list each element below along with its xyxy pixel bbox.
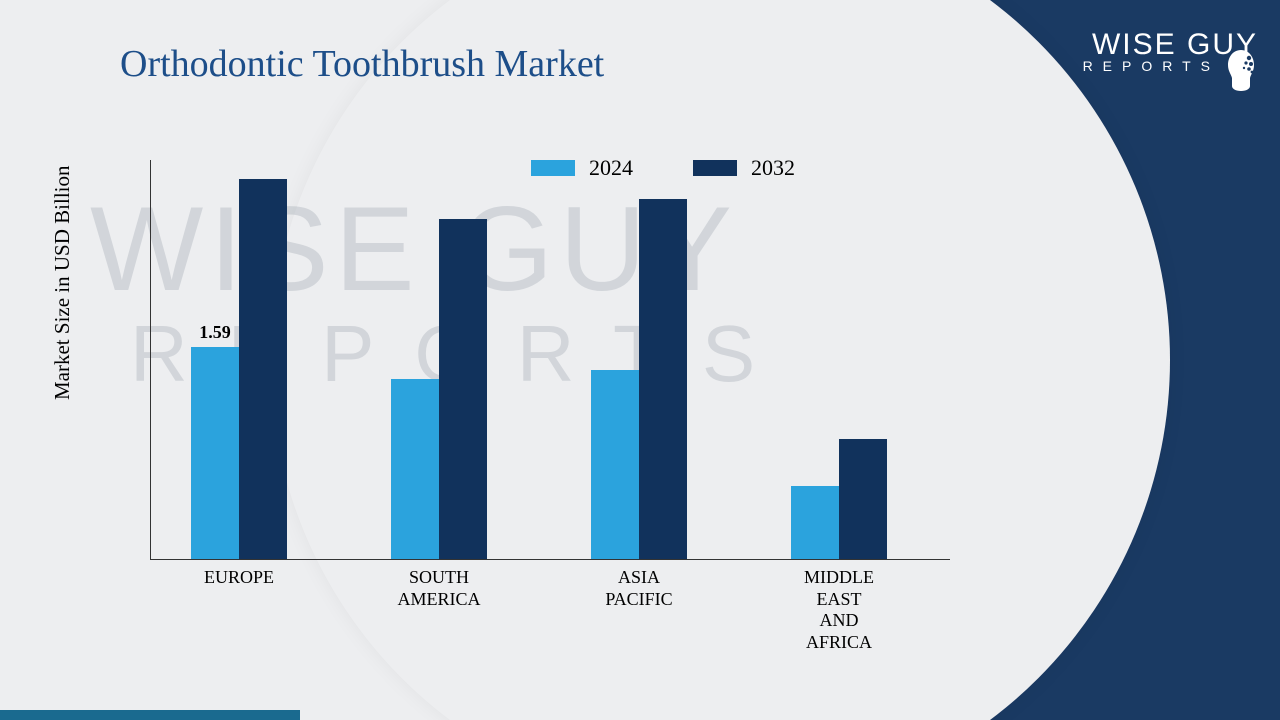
logo-text-bottom: REPORTS xyxy=(1083,58,1220,74)
legend-label-2032: 2032 xyxy=(751,155,795,181)
legend-item-2024: 2024 xyxy=(531,155,633,181)
bottom-accent-bar xyxy=(0,710,300,720)
bar-2032 xyxy=(639,199,687,559)
legend-swatch-2032 xyxy=(693,160,737,176)
bar-2024 xyxy=(391,379,439,559)
bar-group: SOUTHAMERICA xyxy=(391,219,487,559)
bar-2024 xyxy=(591,370,639,559)
legend: 2024 2032 xyxy=(531,155,795,181)
bar-group: MIDDLEEASTANDAFRICA xyxy=(791,439,887,559)
logo-head-icon xyxy=(1224,48,1258,92)
bar-group: 1.59EUROPE xyxy=(191,179,287,559)
bar-2032 xyxy=(839,439,887,559)
chart-canvas: WISE GUY REPORTS WISE GUY REPORTS Orthod… xyxy=(0,0,1280,720)
x-axis-category-label: EUROPE xyxy=(159,567,319,589)
legend-item-2032: 2032 xyxy=(693,155,795,181)
brand-logo: WISE GUY REPORTS xyxy=(1083,28,1258,74)
x-axis-category-label: SOUTHAMERICA xyxy=(359,567,519,610)
plot-area: 2024 2032 1.59EUROPESOUTHAMERICAASIAPACI… xyxy=(150,160,950,560)
legend-label-2024: 2024 xyxy=(589,155,633,181)
x-axis-category-label: MIDDLEEASTANDAFRICA xyxy=(759,567,919,653)
bar-2032 xyxy=(439,219,487,559)
y-axis-label: Market Size in USD Billion xyxy=(50,166,75,401)
bar-2024 xyxy=(791,486,839,559)
bar-data-label: 1.59 xyxy=(199,322,231,343)
bar-group: ASIAPACIFIC xyxy=(591,199,687,559)
bar-2032 xyxy=(239,179,287,559)
legend-swatch-2024 xyxy=(531,160,575,176)
bar-2024: 1.59 xyxy=(191,347,239,559)
chart-title: Orthodontic Toothbrush Market xyxy=(120,42,604,86)
x-axis-category-label: ASIAPACIFIC xyxy=(559,567,719,610)
chart-region: Market Size in USD Billion 2024 2032 1.5… xyxy=(60,150,960,690)
